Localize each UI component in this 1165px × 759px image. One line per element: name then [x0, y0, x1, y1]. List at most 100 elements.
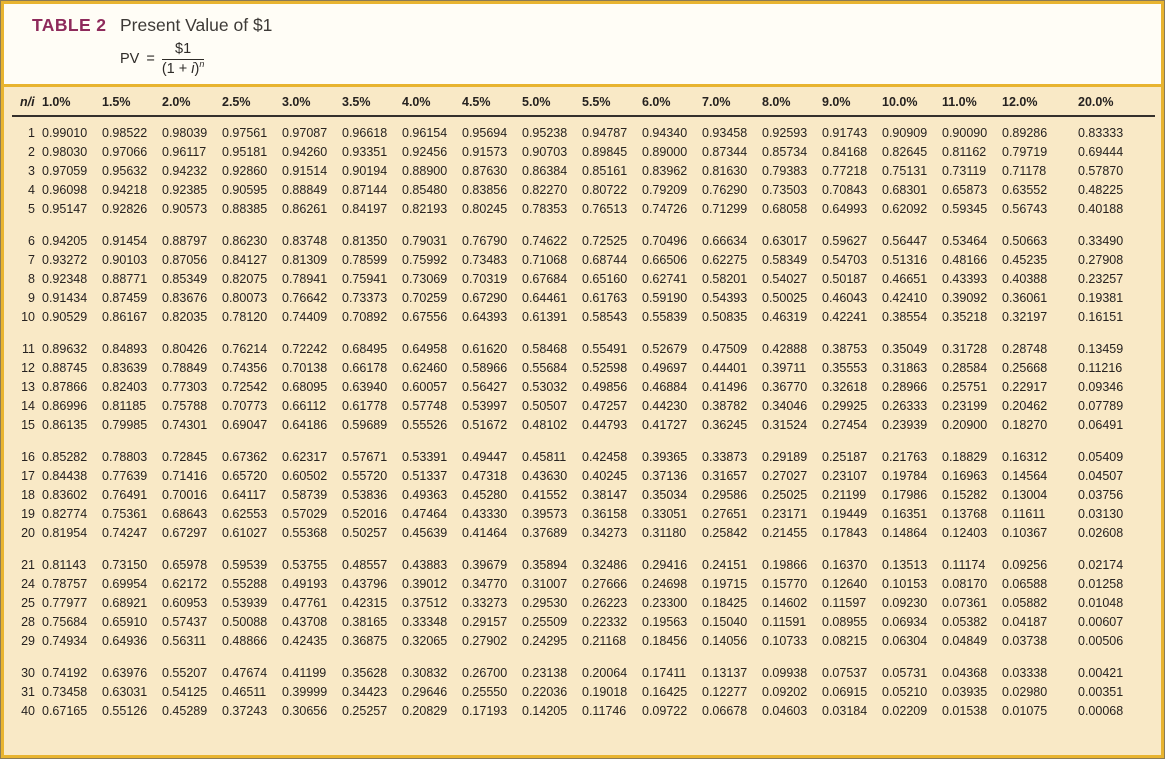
pv-factor-cell: 0.34046 [762, 399, 808, 414]
pv-factor-cell: 0.90703 [522, 145, 568, 160]
pv-factor-cell: 0.92456 [402, 145, 448, 160]
pv-factor-cell: 0.87630 [462, 164, 508, 179]
pv-factor-cell: 0.47509 [702, 342, 748, 357]
pv-factor-cell: 0.42435 [282, 634, 328, 649]
pv-factor-cell: 0.15282 [942, 488, 988, 503]
pv-factor-cell: 0.43883 [402, 558, 448, 573]
pv-factor-cell: 0.74622 [522, 234, 568, 249]
pv-factor-cell: 0.21763 [882, 450, 928, 465]
pv-factor-cell: 0.48225 [1078, 183, 1124, 198]
pv-factor-cell: 0.33873 [702, 450, 748, 465]
pv-factor-cell: 0.00351 [1078, 685, 1124, 700]
pv-factor-cell: 0.53836 [342, 488, 388, 503]
pv-factor-cell: 0.09256 [1002, 558, 1048, 573]
pv-factor-cell: 0.78757 [42, 577, 88, 592]
pv-factor-cell: 0.14056 [702, 634, 748, 649]
pv-factor-cell: 0.55491 [582, 342, 628, 357]
pv-factor-cell: 0.33051 [642, 507, 688, 522]
column-header-rate: 6.0% [642, 87, 702, 118]
pv-factor-cell: 0.58468 [522, 342, 568, 357]
pv-factor-cell: 0.07789 [1078, 399, 1124, 414]
pv-factor-cell: 0.64958 [402, 342, 448, 357]
column-header-n-over-i: n/i [12, 87, 42, 118]
pv-factor-cell: 0.46651 [882, 272, 928, 287]
table-row: 24 0.78757 0.69954 0.62172 0.55288 0.49193 0.4… [12, 575, 1155, 594]
pv-factor-cell: 0.31863 [882, 361, 928, 376]
table-body-area: n/i 1.0% 1.5% 2.0% 2.5% 3.0% 3.5% 4.0% 4.5% 5.0% 5… [4, 87, 1161, 755]
pv-factor-cell: 0.23257 [1078, 272, 1124, 287]
pv-factor-cell: 0.08955 [822, 615, 868, 630]
formula-lhs: PV [120, 51, 140, 68]
pv-factor-cell: 0.92860 [222, 164, 268, 179]
pv-factor-cell: 0.61763 [582, 291, 628, 306]
pv-factor-cell: 0.68495 [342, 342, 388, 357]
pv-factor-cell: 0.32065 [402, 634, 448, 649]
pv-factor-cell: 0.68744 [582, 253, 628, 268]
pv-factor-cell: 0.79383 [762, 164, 808, 179]
pv-factor-cell: 0.14205 [522, 704, 568, 719]
header-row: n/i 1.0% 1.5% 2.0% 2.5% 3.0% 3.5% 4.0% 4.5% 5.0% 5… [12, 87, 1155, 118]
pv-factor-cell: 0.29530 [522, 596, 568, 611]
pv-factor-cell: 0.45235 [1002, 253, 1048, 268]
pv-factor-cell: 0.36875 [342, 634, 388, 649]
pv-factor-cell: 0.68095 [282, 380, 328, 395]
pv-factor-cell: 0.65910 [102, 615, 148, 630]
pv-factor-cell: 0.69444 [1078, 145, 1124, 160]
column-header-rate: 3.5% [342, 87, 402, 118]
pv-factor-cell: 0.70843 [822, 183, 868, 198]
pv-factor-cell: 0.38554 [882, 310, 928, 325]
row-period-n: 30 [21, 666, 35, 681]
pv-factor-cell: 0.01075 [1002, 704, 1048, 719]
pv-factor-cell: 0.71416 [162, 469, 208, 484]
pv-factor-cell: 0.56427 [462, 380, 508, 395]
pv-factor-cell: 0.14602 [762, 596, 808, 611]
pv-factor-cell: 0.56743 [1002, 202, 1048, 217]
pv-factor-cell: 0.66634 [702, 234, 748, 249]
column-header-rate: 10.0% [882, 87, 942, 118]
pv-factor-cell: 0.32197 [1002, 310, 1048, 325]
table-number-label: TABLE 2 [32, 15, 107, 35]
pv-factor-cell: 0.05409 [1078, 450, 1124, 465]
pv-factor-cell: 0.96618 [342, 126, 388, 141]
row-period-n: 21 [21, 558, 35, 573]
pv-factor-cell: 0.41727 [642, 418, 688, 433]
pv-factor-cell: 0.63017 [762, 234, 808, 249]
pv-factor-cell: 0.17986 [882, 488, 928, 503]
column-header-rate: 3.0% [282, 87, 342, 118]
pv-table-body: 1 0.99010 0.98522 0.98039 0.97561 0.97087 0.96… [12, 116, 1155, 721]
pv-factor-cell: 0.20064 [582, 666, 628, 681]
pv-factor-cell: 0.35628 [342, 666, 388, 681]
pv-factor-cell: 0.63976 [102, 666, 148, 681]
pv-factor-cell: 0.95238 [522, 126, 568, 141]
pv-factor-cell: 0.37243 [222, 704, 268, 719]
pv-factor-cell: 0.91434 [42, 291, 88, 306]
pv-factor-cell: 0.58349 [762, 253, 808, 268]
pv-factor-cell: 0.00421 [1078, 666, 1124, 681]
pv-factor-cell: 0.90194 [342, 164, 388, 179]
pv-factor-cell: 0.23199 [942, 399, 988, 414]
pv-factor-cell: 0.48102 [522, 418, 568, 433]
pv-factor-cell: 0.63552 [1002, 183, 1048, 198]
pv-factor-cell: 0.49697 [642, 361, 688, 376]
pv-factor-cell: 0.43708 [282, 615, 328, 630]
column-header-rate: 4.5% [462, 87, 522, 118]
pv-factor-cell: 0.50663 [1002, 234, 1048, 249]
pv-factor-cell: 0.05731 [882, 666, 928, 681]
pv-factor-cell: 0.19866 [762, 558, 808, 573]
pv-factor-cell: 0.13004 [1002, 488, 1048, 503]
pv-factor-cell: 0.64993 [822, 202, 868, 217]
pv-factor-cell: 0.97066 [102, 145, 148, 160]
pv-factor-cell: 0.24151 [702, 558, 748, 573]
pv-factor-cell: 0.17193 [462, 704, 508, 719]
spacer-cell [12, 327, 1155, 340]
pv-factor-cell: 0.43630 [522, 469, 568, 484]
pv-factor-cell: 0.32618 [822, 380, 868, 395]
pv-factor-cell: 0.29925 [822, 399, 868, 414]
pv-factor-cell: 0.84168 [822, 145, 868, 160]
pv-factor-cell: 0.97561 [222, 126, 268, 141]
pv-factor-cell: 0.68921 [102, 596, 148, 611]
pv-factor-cell: 0.60953 [162, 596, 208, 611]
pv-factor-cell: 0.03756 [1078, 488, 1124, 503]
pv-factor-cell: 0.05210 [882, 685, 928, 700]
